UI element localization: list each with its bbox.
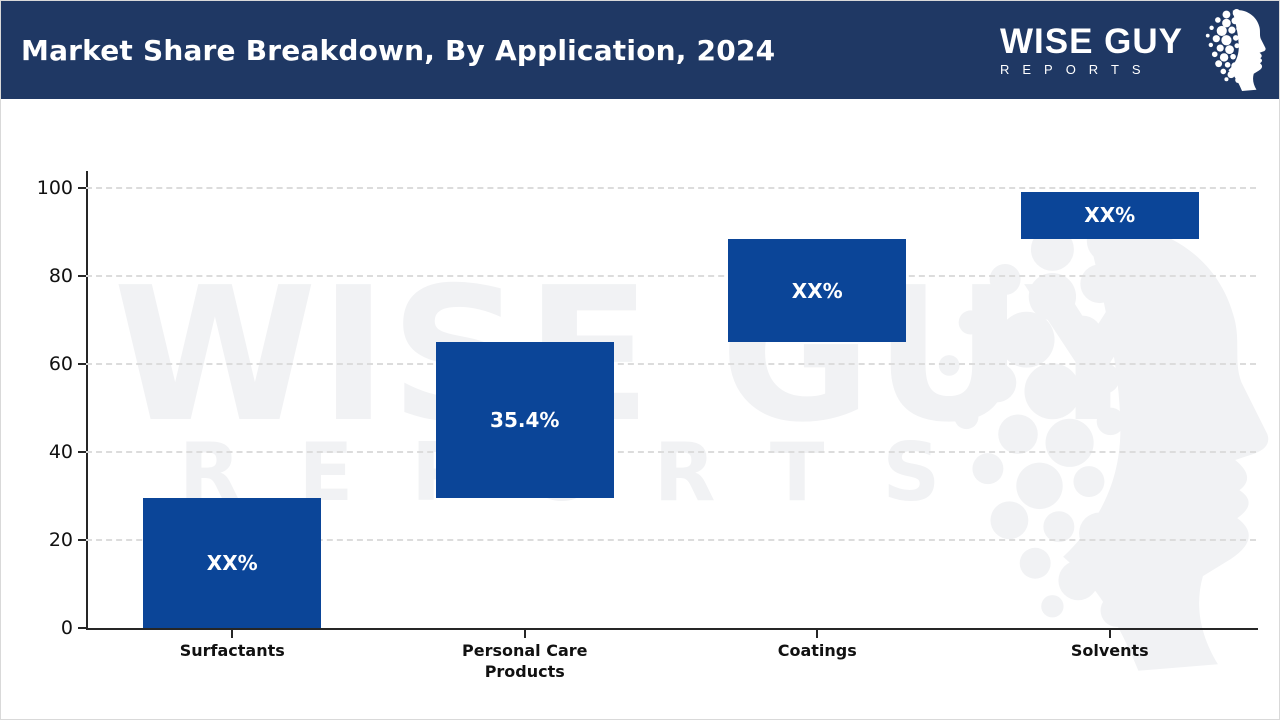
y-axis-tick-label: 60 xyxy=(48,352,73,375)
bar-segment: 35.4% xyxy=(435,342,614,499)
y-axis-tick xyxy=(78,450,86,453)
bar-value-label: XX% xyxy=(791,278,843,303)
y-axis-line xyxy=(86,171,88,630)
wiseguy-head-icon xyxy=(1205,9,1266,91)
y-axis-tick xyxy=(78,362,86,365)
y-axis-tick xyxy=(78,274,86,277)
y-axis-tick-label: 100 xyxy=(36,176,73,199)
x-axis-line xyxy=(86,628,1258,630)
logo-wordmark: WISE GUY REPORTS xyxy=(1000,24,1183,76)
x-category-label: Solvents xyxy=(1070,641,1149,660)
gridline xyxy=(86,450,1256,453)
x-axis-tick xyxy=(816,630,819,638)
logo-wordmark-line2: REPORTS xyxy=(999,62,1154,77)
bar-segment: XX% xyxy=(143,498,322,628)
x-axis-tick xyxy=(231,630,234,638)
y-axis-tick xyxy=(78,627,86,629)
y-axis-tick-label: 40 xyxy=(48,440,73,463)
watermark-wordmark: WISE GUY xyxy=(113,247,1162,463)
gridline xyxy=(86,538,1256,541)
bar-value-label: 35.4% xyxy=(490,408,560,433)
x-axis-tick xyxy=(523,630,526,638)
wiseguy-logo: WISE GUY REPORTS xyxy=(1000,1,1267,99)
x-category-label: Personal Care Products xyxy=(461,641,588,681)
y-axis-tick xyxy=(78,538,86,541)
gridline xyxy=(86,362,1256,365)
gridline xyxy=(86,186,1256,189)
y-axis-tick-label: 20 xyxy=(48,528,73,551)
y-axis-tick xyxy=(78,186,86,189)
x-axis-tick xyxy=(1108,630,1111,638)
page-title: Market Share Breakdown, By Application, … xyxy=(21,33,776,67)
bar-segment: XX% xyxy=(728,239,907,343)
y-axis-tick-label: 80 xyxy=(48,264,73,287)
y-axis-tick-label: 0 xyxy=(60,617,73,639)
bar-segment: XX% xyxy=(1020,191,1199,240)
bar-value-label: XX% xyxy=(1084,203,1136,228)
bar-value-label: XX% xyxy=(206,551,258,576)
logo-wordmark-line1: WISE GUY xyxy=(999,22,1183,61)
x-category-label: Coatings xyxy=(777,641,857,660)
header-bar: Market Share Breakdown, By Application, … xyxy=(1,1,1279,99)
x-category-label: Surfactants xyxy=(179,641,285,660)
gridline xyxy=(86,274,1256,277)
chart-area: 0 20 40 60 80 100 Surfactants Personal Care Pro… xyxy=(1,99,1279,719)
